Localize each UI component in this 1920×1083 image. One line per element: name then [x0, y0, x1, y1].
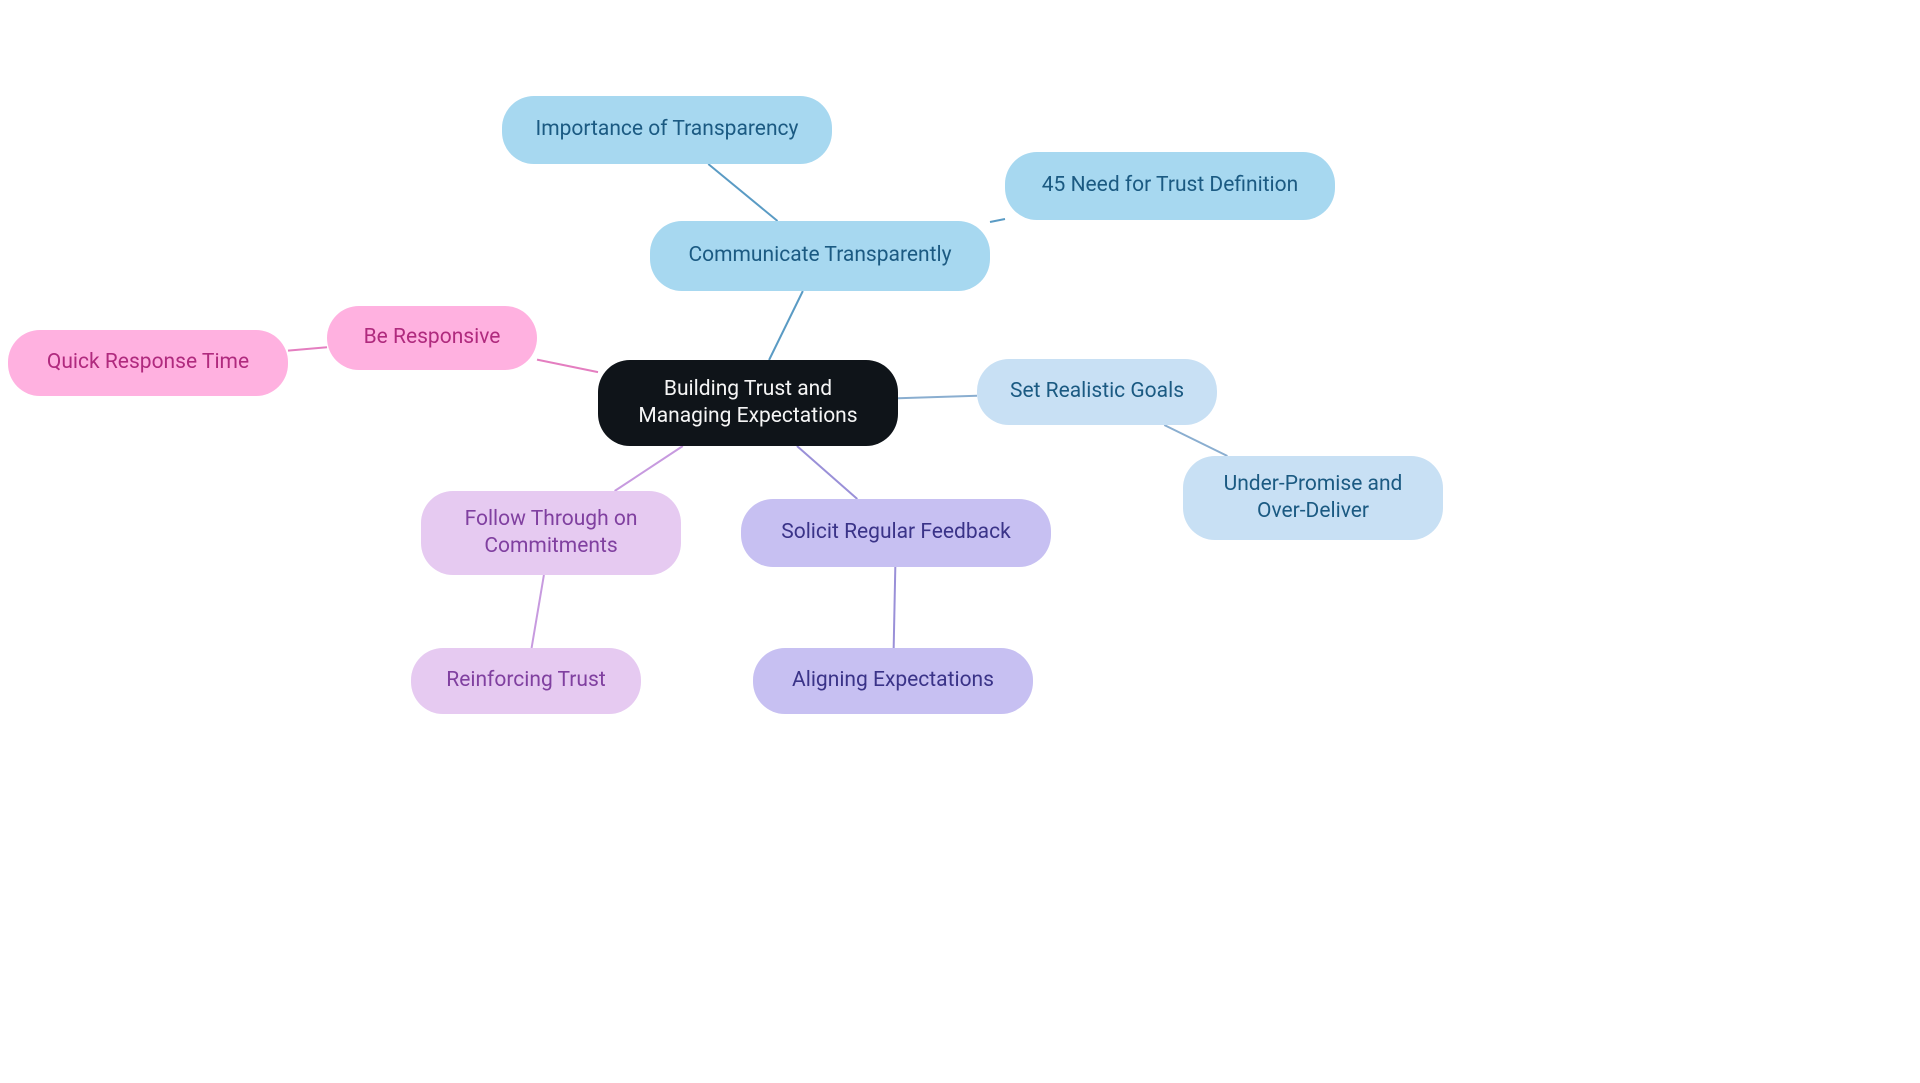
node-label: Be Responsive — [364, 324, 501, 351]
node-aligning: Aligning Expectations — [753, 648, 1033, 714]
edge — [1164, 425, 1227, 456]
node-trust-definition: 45 Need for Trust Definition — [1005, 152, 1335, 220]
edge — [708, 164, 777, 221]
mindmap-canvas: Building Trust and Managing Expectations… — [0, 0, 1920, 1083]
node-label: Reinforcing Trust — [446, 667, 605, 694]
node-solicit-feedback: Solicit Regular Feedback — [741, 499, 1051, 567]
node-follow-through: Follow Through on Commitments — [421, 491, 681, 575]
node-label: Building Trust and Managing Expectations — [624, 376, 872, 431]
node-label: Under-Promise and Over-Deliver — [1209, 471, 1417, 526]
node-label: Quick Response Time — [47, 349, 249, 376]
node-responsive: Be Responsive — [327, 306, 537, 370]
node-label: Follow Through on Commitments — [447, 506, 655, 561]
edge — [898, 396, 977, 398]
edge — [532, 575, 544, 648]
edge — [769, 291, 803, 360]
edge — [615, 446, 683, 491]
edge — [288, 347, 327, 350]
node-communicate: Communicate Transparently — [650, 221, 990, 291]
node-label: Importance of Transparency — [536, 116, 799, 143]
node-label: Set Realistic Goals — [1010, 378, 1184, 405]
edge — [797, 446, 857, 499]
node-importance-transparency: Importance of Transparency — [502, 96, 832, 164]
node-label: 45 Need for Trust Definition — [1042, 172, 1299, 199]
node-label: Aligning Expectations — [792, 667, 994, 694]
node-quick-response: Quick Response Time — [8, 330, 288, 396]
node-label: Communicate Transparently — [688, 242, 951, 269]
node-reinforcing: Reinforcing Trust — [411, 648, 641, 714]
node-center: Building Trust and Managing Expectations — [598, 360, 898, 446]
edge — [894, 567, 896, 648]
edge — [537, 360, 598, 373]
edge — [990, 219, 1005, 222]
node-set-goals: Set Realistic Goals — [977, 359, 1217, 425]
node-label: Solicit Regular Feedback — [781, 519, 1011, 546]
node-under-promise: Under-Promise and Over-Deliver — [1183, 456, 1443, 540]
